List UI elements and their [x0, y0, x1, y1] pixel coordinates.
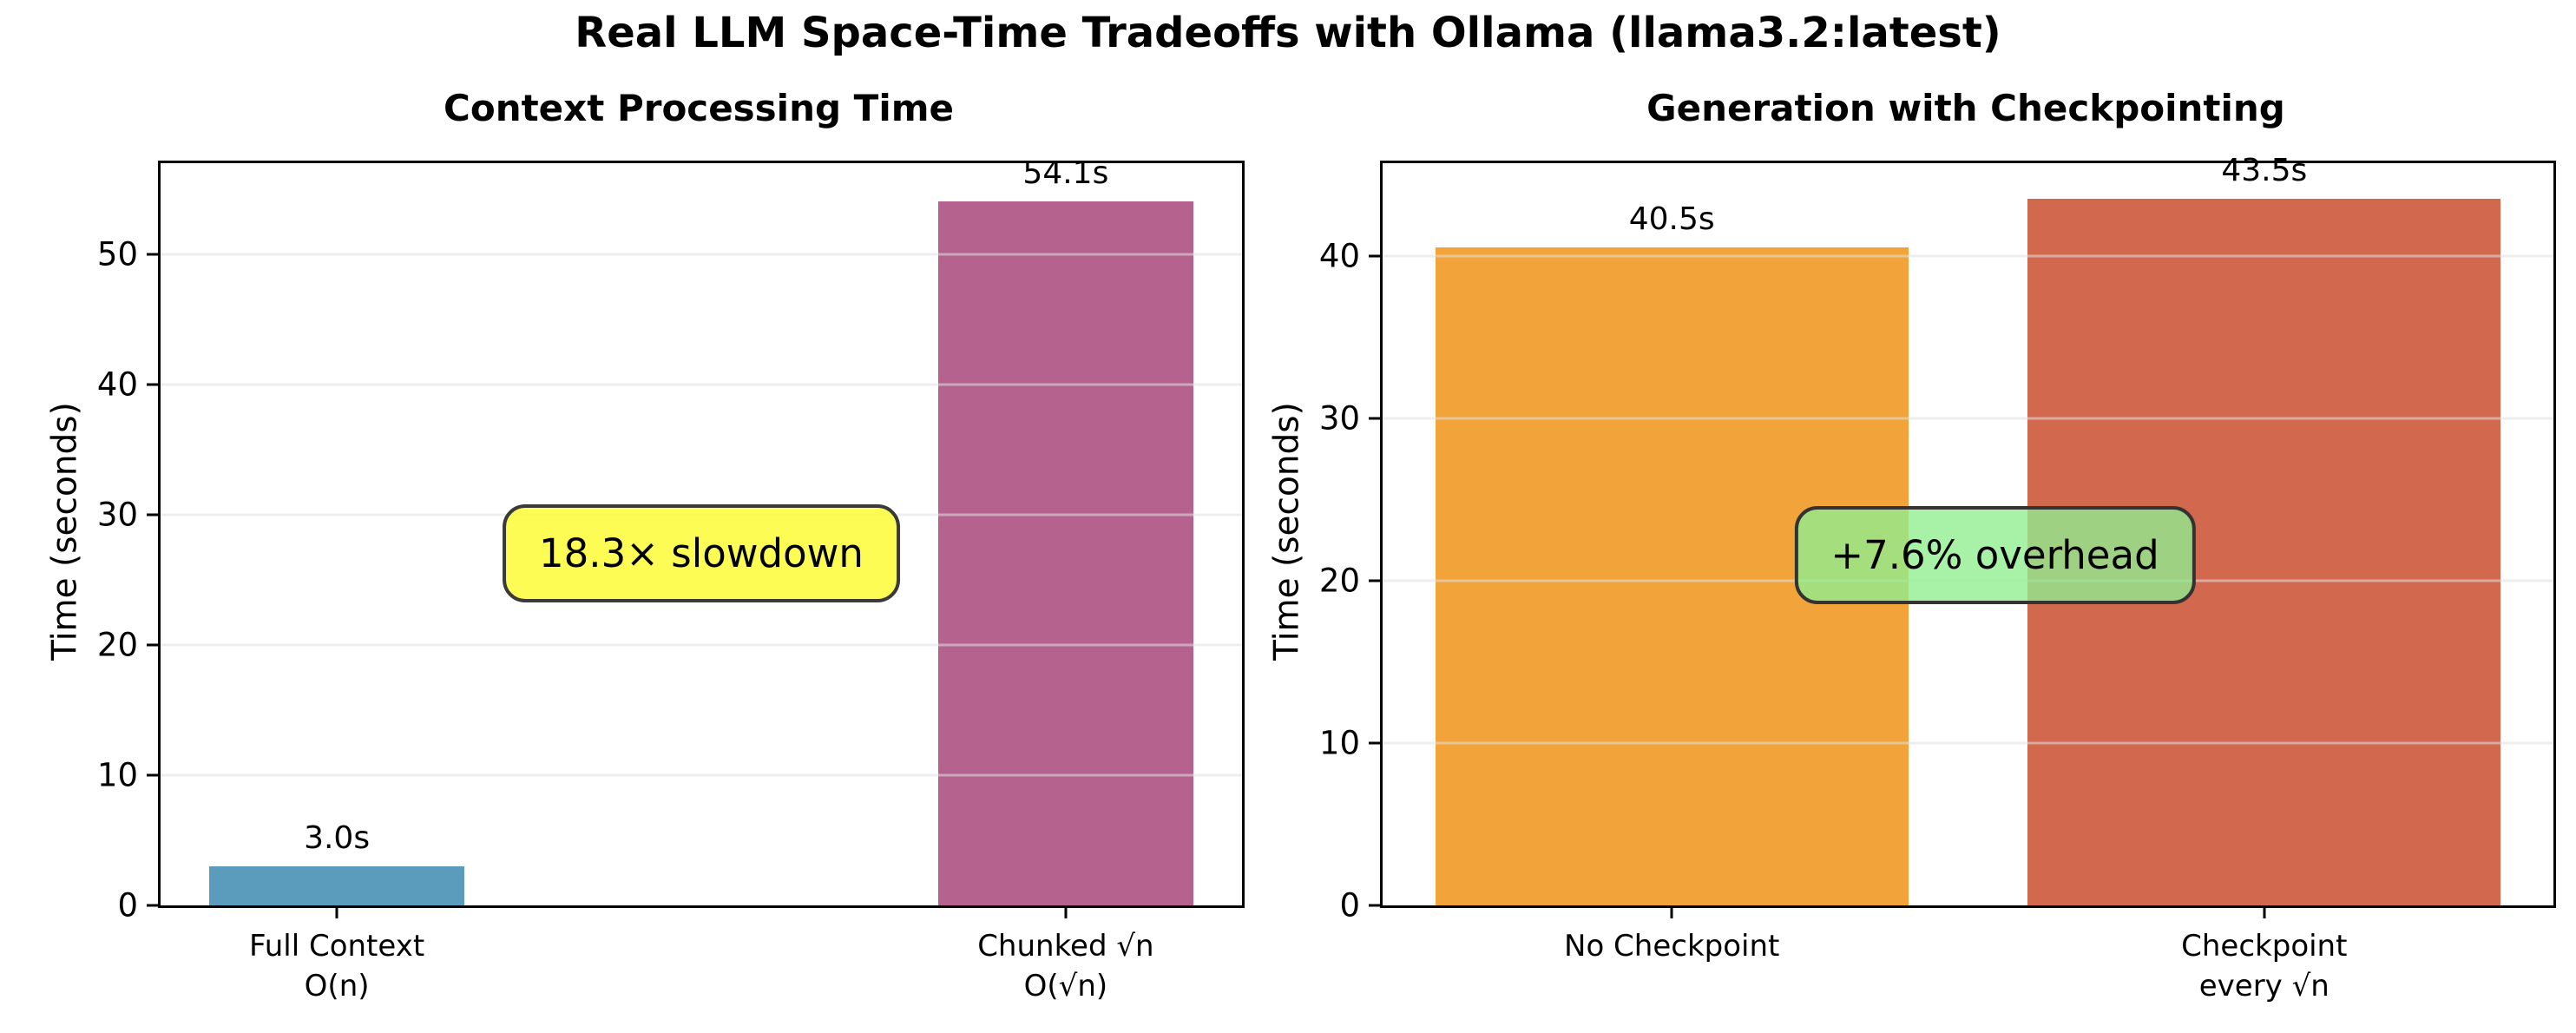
- gridline: [161, 643, 1242, 647]
- y-tick-label: 50: [96, 235, 138, 273]
- bar-value-label: 54.1s: [1022, 155, 1109, 191]
- left-chart-title: Context Processing Time: [444, 87, 954, 129]
- right-chart-title: Generation with Checkpointing: [1646, 87, 2285, 129]
- bar-full-context: [209, 866, 465, 905]
- x-tick-label-line: No Checkpoint: [1564, 929, 1780, 964]
- x-tick: [1670, 905, 1673, 918]
- x-tick-label-full-context: Full Context O(n): [249, 926, 424, 1006]
- gridline: [1383, 741, 2553, 745]
- slowdown-annotation: 18.3× slowdown: [503, 504, 900, 602]
- x-tick-label-line: Chunked √n: [977, 929, 1154, 964]
- y-tick: [1369, 741, 1383, 745]
- x-tick: [1064, 905, 1068, 918]
- y-tick-label: 10: [96, 756, 138, 794]
- y-tick: [147, 904, 161, 907]
- y-tick-label: 30: [1318, 399, 1360, 438]
- y-tick: [147, 383, 161, 386]
- y-tick-label: 30: [96, 496, 138, 534]
- bar-value-label: 43.5s: [2221, 153, 2308, 189]
- overhead-annotation: +7.6% overhead: [1794, 506, 2196, 604]
- x-tick-label-no-checkpoint: No Checkpoint: [1564, 926, 1779, 966]
- x-tick-label-checkpoint: Checkpoint every √n: [2181, 926, 2347, 1006]
- gridline: [161, 253, 1242, 256]
- x-tick-label-line: Checkpoint: [2181, 929, 2348, 964]
- x-tick: [2263, 905, 2266, 918]
- left-plot-area: 0 10 20 30 40 50 Full Context O(n) Chunk…: [97, 155, 1245, 1003]
- y-tick: [147, 253, 161, 256]
- x-tick-label-line: O(√n): [1023, 969, 1108, 1003]
- bar-value-label: 3.0s: [304, 820, 371, 856]
- y-tick-label: 20: [96, 626, 138, 664]
- y-tick-label: 0: [1339, 886, 1360, 924]
- gridline: [1383, 254, 2553, 258]
- x-tick-label-line: O(n): [304, 969, 370, 1003]
- bar-chunked-sqrt-n: [937, 201, 1193, 905]
- gridline: [161, 773, 1242, 777]
- x-tick-label-line: Full Context: [249, 929, 425, 964]
- right-y-axis-label: Time (seconds): [1267, 402, 1307, 661]
- y-tick: [147, 773, 161, 777]
- x-tick: [335, 905, 338, 918]
- gridline: [1383, 417, 2553, 420]
- y-tick: [1369, 579, 1383, 582]
- y-tick-label: 40: [96, 365, 138, 404]
- y-tick: [147, 643, 161, 647]
- y-tick-label: 0: [117, 886, 138, 924]
- y-tick: [1369, 254, 1383, 258]
- left-y-axis-label: Time (seconds): [45, 402, 85, 661]
- y-tick-label: 20: [1318, 562, 1360, 600]
- y-tick: [147, 513, 161, 516]
- x-tick-label-chunked: Chunked √n O(√n): [977, 926, 1153, 1006]
- y-tick-label: 10: [1318, 724, 1360, 762]
- right-plot-area: 0 10 20 30 40 No Checkpoint Checkpoint e…: [1319, 154, 2556, 1003]
- y-tick: [1369, 417, 1383, 420]
- y-tick-label: 40: [1318, 237, 1360, 275]
- figure-title: Real LLM Space-Time Tradeoffs with Ollam…: [575, 9, 2001, 57]
- x-tick-label-line: every √n: [2198, 969, 2330, 1003]
- y-tick: [1369, 904, 1383, 907]
- gridline: [161, 383, 1242, 386]
- bar-value-label: 40.5s: [1628, 201, 1715, 238]
